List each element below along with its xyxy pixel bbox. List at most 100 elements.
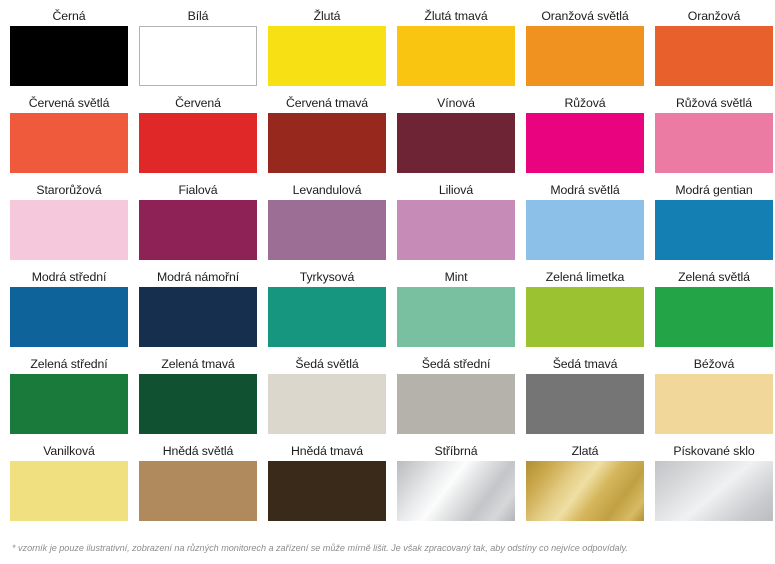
- color-swatch-grid: Černá Bílá Žlutá Žlutá tmavá Oranžová světlá…: [10, 6, 773, 528]
- swatch-color-chip[interactable]: [397, 287, 515, 347]
- swatch-cell[interactable]: Modrá gentian: [655, 180, 773, 267]
- swatch-cell[interactable]: Vanilková: [10, 441, 128, 528]
- swatch-color-chip[interactable]: [268, 461, 386, 521]
- swatch-cell[interactable]: Zelená střední: [10, 354, 128, 441]
- swatch-color-chip[interactable]: [10, 200, 128, 260]
- swatch-cell[interactable]: Červená světlá: [10, 93, 128, 180]
- swatch-color-chip[interactable]: [655, 26, 773, 86]
- swatch-cell[interactable]: Žlutá: [268, 6, 386, 93]
- swatch-cell[interactable]: Pískované sklo: [655, 441, 773, 528]
- swatch-label: Tyrkysová: [299, 270, 355, 284]
- swatch-label: Modrá námořní: [156, 270, 240, 284]
- swatch-cell[interactable]: Modrá střední: [10, 267, 128, 354]
- swatch-cell[interactable]: Zelená světlá: [655, 267, 773, 354]
- swatch-color-chip[interactable]: [268, 113, 386, 173]
- swatch-label: Modrá světlá: [550, 183, 620, 197]
- swatch-color-chip[interactable]: [139, 287, 257, 347]
- swatch-color-chip[interactable]: [397, 374, 515, 434]
- swatch-color-chip[interactable]: [10, 461, 128, 521]
- swatch-label: Zelená střední: [30, 357, 108, 371]
- swatch-cell[interactable]: Stříbrná: [397, 441, 515, 528]
- swatch-cell[interactable]: Červená: [139, 93, 257, 180]
- swatch-label: Zelená světlá: [678, 270, 750, 284]
- swatch-color-chip[interactable]: [397, 200, 515, 260]
- swatch-cell[interactable]: Liliová: [397, 180, 515, 267]
- swatch-cell[interactable]: Zelená limetka: [526, 267, 644, 354]
- swatch-label: Šedá světlá: [295, 357, 359, 371]
- swatch-label: Levandulová: [292, 183, 362, 197]
- swatch-color-chip[interactable]: [10, 113, 128, 173]
- swatch-color-chip[interactable]: [397, 461, 515, 521]
- swatch-label: Oranžová: [687, 9, 741, 23]
- swatch-cell[interactable]: Béžová: [655, 354, 773, 441]
- footnote-disclaimer: * vzorník je pouze ilustrativní, zobraze…: [12, 543, 628, 553]
- swatch-color-chip[interactable]: [655, 113, 773, 173]
- swatch-color-chip[interactable]: [655, 461, 773, 521]
- swatch-color-chip[interactable]: [397, 113, 515, 173]
- swatch-color-chip[interactable]: [268, 287, 386, 347]
- swatch-label: Žlutá: [313, 9, 341, 23]
- swatch-color-chip[interactable]: [139, 374, 257, 434]
- swatch-cell[interactable]: Černá: [10, 6, 128, 93]
- swatch-label: Mint: [444, 270, 468, 284]
- swatch-cell[interactable]: Bílá: [139, 6, 257, 93]
- swatch-label: Zlatá: [571, 444, 599, 458]
- swatch-cell[interactable]: Oranžová světlá: [526, 6, 644, 93]
- swatch-label: Červená: [175, 96, 221, 110]
- swatch-label: Vanilková: [43, 444, 95, 458]
- swatch-cell[interactable]: Zlatá: [526, 441, 644, 528]
- swatch-color-chip[interactable]: [139, 461, 257, 521]
- swatch-color-chip[interactable]: [655, 374, 773, 434]
- swatch-color-chip[interactable]: [10, 26, 128, 86]
- swatch-label: Zelená limetka: [545, 270, 625, 284]
- swatch-label: Oranžová světlá: [541, 9, 629, 23]
- swatch-cell[interactable]: Tyrkysová: [268, 267, 386, 354]
- swatch-cell[interactable]: Mint: [397, 267, 515, 354]
- swatch-color-chip[interactable]: [10, 287, 128, 347]
- swatch-color-chip[interactable]: [139, 113, 257, 173]
- swatch-cell[interactable]: Hnědá světlá: [139, 441, 257, 528]
- swatch-cell[interactable]: Šedá tmavá: [526, 354, 644, 441]
- swatch-label: Pískované sklo: [673, 444, 755, 458]
- swatch-color-chip[interactable]: [139, 200, 257, 260]
- swatch-cell[interactable]: Žlutá tmavá: [397, 6, 515, 93]
- swatch-color-chip[interactable]: [268, 374, 386, 434]
- swatch-cell[interactable]: Hnědá tmavá: [268, 441, 386, 528]
- swatch-color-chip[interactable]: [10, 374, 128, 434]
- swatch-cell[interactable]: Šedá světlá: [268, 354, 386, 441]
- swatch-color-chip[interactable]: [397, 26, 515, 86]
- swatch-color-chip[interactable]: [526, 374, 644, 434]
- swatch-color-chip[interactable]: [139, 26, 257, 86]
- swatch-label: Béžová: [693, 357, 735, 371]
- swatch-cell[interactable]: Šedá střední: [397, 354, 515, 441]
- swatch-label: Stříbrná: [434, 444, 478, 458]
- swatch-color-chip[interactable]: [655, 200, 773, 260]
- swatch-color-chip[interactable]: [268, 200, 386, 260]
- swatch-cell[interactable]: Růžová světlá: [655, 93, 773, 180]
- swatch-color-chip[interactable]: [526, 26, 644, 86]
- swatch-label: Šedá střední: [421, 357, 491, 371]
- swatch-label: Modrá střední: [31, 270, 107, 284]
- swatch-cell[interactable]: Vínová: [397, 93, 515, 180]
- swatch-label: Růžová: [564, 96, 606, 110]
- swatch-color-chip[interactable]: [268, 26, 386, 86]
- swatch-color-chip[interactable]: [526, 113, 644, 173]
- swatch-cell[interactable]: Modrá námořní: [139, 267, 257, 354]
- swatch-cell[interactable]: Fialová: [139, 180, 257, 267]
- swatch-color-chip[interactable]: [526, 200, 644, 260]
- swatch-label: Růžová světlá: [676, 96, 752, 110]
- swatch-cell[interactable]: Červená tmavá: [268, 93, 386, 180]
- swatch-cell[interactable]: Růžová: [526, 93, 644, 180]
- swatch-cell[interactable]: Modrá světlá: [526, 180, 644, 267]
- swatch-cell[interactable]: Zelená tmavá: [139, 354, 257, 441]
- swatch-label: Modrá gentian: [675, 183, 753, 197]
- swatch-cell[interactable]: Starorůžová: [10, 180, 128, 267]
- swatch-label: Fialová: [178, 183, 218, 197]
- swatch-cell[interactable]: Levandulová: [268, 180, 386, 267]
- swatch-label: Červená tmavá: [285, 96, 369, 110]
- swatch-color-chip[interactable]: [526, 461, 644, 521]
- swatch-cell[interactable]: Oranžová: [655, 6, 773, 93]
- swatch-color-chip[interactable]: [526, 287, 644, 347]
- swatch-color-chip[interactable]: [655, 287, 773, 347]
- swatch-label: Starorůžová: [36, 183, 102, 197]
